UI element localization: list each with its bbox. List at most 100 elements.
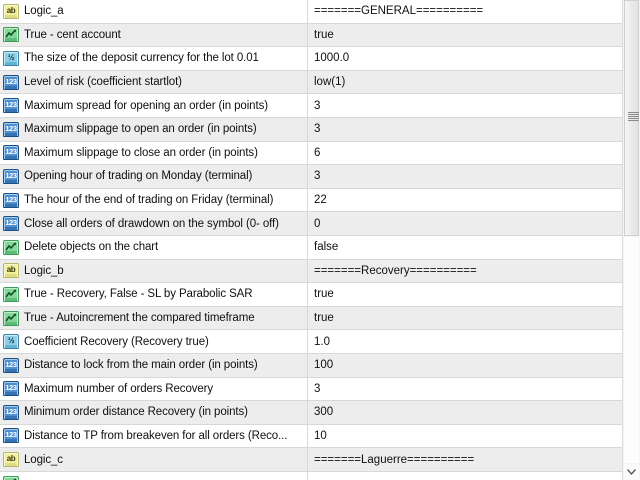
parameter-name-cell[interactable]: 123 Maximum number of orders Recovery xyxy=(0,377,308,401)
table-row[interactable]: ½ The size of the deposit currency for th… xyxy=(0,47,622,71)
parameter-name-cell[interactable]: 123 Maximum slippage to open an order (in… xyxy=(0,117,308,141)
type-glyph: 123 xyxy=(5,147,17,157)
int-type-icon: 123 xyxy=(3,121,19,137)
parameter-name-cell[interactable]: 123 Maximum spread for opening an order (… xyxy=(0,94,308,117)
parameter-name-label: Distance to TP from breakeven for all or… xyxy=(24,429,288,442)
table-row[interactable]: 123 Maximum spread for opening an order (… xyxy=(0,94,622,118)
parameter-value-cell[interactable]: 1000.0 xyxy=(314,52,350,65)
table-row[interactable]: True - Autoincrement the compared timefr… xyxy=(0,306,622,331)
string-type-icon: ab xyxy=(3,3,19,19)
parameter-name-label: Distance to lock from the main order (in… xyxy=(24,359,258,372)
parameter-name-cell[interactable]: True - Recovery, False - SL by Parabolic… xyxy=(0,283,308,306)
parameter-value-cell[interactable]: 1.0 xyxy=(314,335,330,348)
table-row[interactable]: True - Recovery, False - SL by Parabolic… xyxy=(0,283,622,307)
type-glyph: 123 xyxy=(5,170,17,180)
table-row[interactable]: 123 Opening hour of trading on Monday (te… xyxy=(0,165,622,189)
table-row[interactable]: 123 Minimum order distance Recovery (in p… xyxy=(0,401,622,425)
scrollbar-down-button[interactable] xyxy=(624,464,639,480)
parameter-name-cell[interactable]: ½ Coefficient Recovery (Recovery true) xyxy=(0,330,308,353)
scrollbar-thumb[interactable] xyxy=(624,0,639,236)
type-glyph: 123 xyxy=(5,100,17,110)
int-type-icon: 123 xyxy=(3,74,19,90)
parameter-name-label: The size of the deposit currency for the… xyxy=(24,52,259,65)
parameter-value-cell[interactable]: true xyxy=(314,28,334,41)
table-row[interactable]: ab Logic_b =======Recovery========== xyxy=(0,259,622,284)
type-glyph: 123 xyxy=(5,383,17,393)
parameter-value-cell[interactable]: 3 xyxy=(314,123,321,136)
table-row[interactable]: 123 Maximum number of orders Recovery 3 xyxy=(0,377,622,402)
parameter-name-cell[interactable]: 123 Level of risk (coefficient startlot) xyxy=(0,70,308,94)
parameter-value-cell[interactable]: low(1) xyxy=(314,76,346,89)
parameter-value-cell[interactable]: 10 xyxy=(314,429,327,442)
parameter-name-cell[interactable]: Delete objects on the chart xyxy=(0,235,308,259)
parameter-value-cell[interactable]: =======Laguerre========== xyxy=(314,453,475,466)
table-row[interactable]: 123 The hour of the end of trading on Fri… xyxy=(0,188,622,213)
parameter-value-cell[interactable]: =======GENERAL========== xyxy=(314,5,484,18)
parameter-value-cell[interactable]: true xyxy=(314,288,334,301)
parameter-name-cell[interactable]: 123 Distance to TP from breakeven for all… xyxy=(0,424,308,448)
table-row[interactable]: 123 Distance to lock from the main order … xyxy=(0,353,622,378)
parameter-name-label: Maximum slippage to close an order (in p… xyxy=(24,146,258,159)
bool-type-icon xyxy=(3,239,19,255)
parameter-value-cell[interactable] xyxy=(308,472,622,480)
table-row[interactable]: 123 Close all orders of drawdown on the s… xyxy=(0,212,622,236)
parameter-value-cell[interactable]: 3 xyxy=(314,170,321,183)
parameter-value-cell[interactable]: 100 xyxy=(314,359,334,372)
parameter-name-cell[interactable]: ½ The size of the deposit currency for th… xyxy=(0,47,308,70)
scrollbar-track[interactable] xyxy=(624,237,639,463)
bool-type-icon xyxy=(3,27,19,43)
type-glyph: 123 xyxy=(5,218,17,228)
table-row[interactable]: Delete objects on the chart false xyxy=(0,235,622,260)
type-glyph: 123 xyxy=(5,123,17,133)
table-row[interactable]: 123 Level of risk (coefficient startlot) l… xyxy=(0,70,622,95)
parameter-value-cell[interactable]: true xyxy=(314,312,334,325)
parameter-name-label: Logic_a xyxy=(24,5,64,18)
parameter-name-cell[interactable]: True - Autoincrement the compared timefr… xyxy=(0,306,308,330)
parameter-name-cell[interactable]: ab Logic_a xyxy=(0,0,308,23)
parameter-name-label: True - cent account xyxy=(24,28,121,41)
table-row[interactable]: 123 Maximum slippage to close an order (i… xyxy=(0,141,622,166)
parameter-value-cell[interactable]: 22 xyxy=(314,194,327,207)
parameter-name-label: Delete objects on the chart xyxy=(24,241,159,254)
table-row[interactable]: True - cent account true xyxy=(0,23,622,48)
table-row[interactable]: ab Logic_a =======GENERAL========== xyxy=(0,0,622,24)
type-glyph: 123 xyxy=(5,406,17,416)
int-type-icon: 123 xyxy=(3,98,19,114)
parameter-value-cell[interactable]: 6 xyxy=(314,146,321,159)
parameter-name-cell[interactable]: ab Logic_b xyxy=(0,259,308,283)
table-row[interactable]: 123 Distance to TP from breakeven for all… xyxy=(0,424,622,449)
int-type-icon: 123 xyxy=(3,168,19,184)
parameter-name-cell[interactable]: 123 The hour of the end of trading on Fri… xyxy=(0,188,308,212)
parameter-name-cell[interactable]: 123 Opening hour of trading on Monday (te… xyxy=(0,165,308,188)
parameter-name-cell[interactable]: ab Logic_c xyxy=(0,448,308,471)
int-type-icon: 123 xyxy=(3,216,19,232)
parameter-name-label: Maximum spread for opening an order (in … xyxy=(24,99,268,112)
type-glyph: ½ xyxy=(7,336,15,346)
parameter-value-cell[interactable]: 3 xyxy=(314,382,321,395)
table-row[interactable]: ab Logic_c =======Laguerre========== xyxy=(0,448,622,472)
scroll-grip-icon xyxy=(628,112,639,121)
parameter-name-cell[interactable]: True - cent account xyxy=(0,23,308,47)
parameter-name-cell[interactable] xyxy=(0,471,308,480)
table-row[interactable] xyxy=(0,471,622,480)
parameter-value-cell[interactable]: =======Recovery========== xyxy=(314,264,477,277)
parameter-table[interactable]: ab Logic_a =======GENERAL========== True - … xyxy=(0,0,622,480)
parameter-value-cell[interactable]: false xyxy=(314,241,339,254)
type-glyph: ½ xyxy=(7,52,15,62)
parameter-value-cell[interactable]: 300 xyxy=(314,406,334,419)
vertical-scrollbar[interactable] xyxy=(622,0,640,480)
parameter-name-label: Logic_c xyxy=(24,453,63,466)
parameter-name-cell[interactable]: 123 Minimum order distance Recovery (in p… xyxy=(0,401,308,424)
parameter-value-cell[interactable]: 3 xyxy=(314,99,321,112)
string-type-icon: ab xyxy=(3,263,19,279)
chevron-down-icon xyxy=(627,469,636,475)
double-type-icon: ½ xyxy=(3,50,19,66)
parameter-name-cell[interactable]: 123 Maximum slippage to close an order (i… xyxy=(0,141,308,165)
table-row[interactable]: ½ Coefficient Recovery (Recovery true) 1.0 xyxy=(0,330,622,354)
parameter-name-label: Maximum slippage to open an order (in po… xyxy=(24,123,257,136)
parameter-name-cell[interactable]: 123 Distance to lock from the main order … xyxy=(0,353,308,377)
table-row[interactable]: 123 Maximum slippage to open an order (in… xyxy=(0,117,622,142)
parameter-value-cell[interactable]: 0 xyxy=(314,217,321,230)
type-glyph: 123 xyxy=(5,194,17,204)
parameter-name-cell[interactable]: 123 Close all orders of drawdown on the s… xyxy=(0,212,308,235)
